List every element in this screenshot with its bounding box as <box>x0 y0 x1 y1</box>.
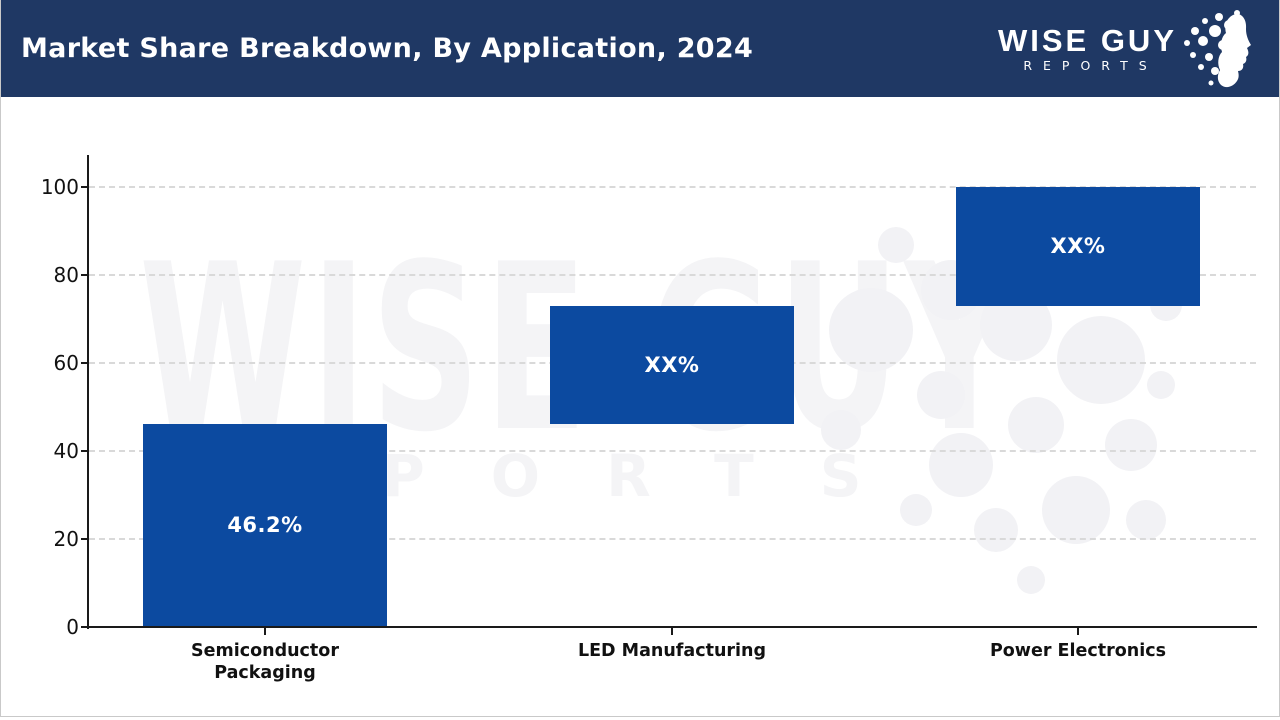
logo-subtext: REPORTS <box>1023 57 1158 73</box>
x-axis-label-line: Packaging <box>214 663 316 683</box>
bar-semiconductor-packaging: 46.2% <box>143 423 387 627</box>
y-tick-label: 60 <box>53 351 79 375</box>
y-axis-line <box>87 155 89 629</box>
y-tick-mark <box>81 362 88 364</box>
bar-power-electronics: XX% <box>956 187 1200 306</box>
y-tick-mark <box>81 450 88 452</box>
y-tick-label: 100 <box>40 175 79 199</box>
bar-value-label-led-manufacturing: XX% <box>644 352 700 377</box>
y-tick-label: 20 <box>53 527 79 551</box>
page-title: Market Share Breakdown, By Application, … <box>21 33 754 64</box>
wiseguy-head-icon <box>1184 9 1251 87</box>
y-tick-label: 80 <box>53 263 79 287</box>
x-axis-label-led-manufacturing: LED Manufacturing <box>512 640 832 662</box>
y-gridline-80 <box>89 274 1256 276</box>
y-tick-mark <box>81 626 88 628</box>
y-tick-mark <box>81 186 88 188</box>
x-tick-mark <box>264 628 266 635</box>
x-axis-label-power-electronics: Power Electronics <box>918 640 1238 662</box>
y-gridline-100 <box>89 186 1256 188</box>
bar-value-label-power-electronics: XX% <box>1050 234 1106 259</box>
logo-wordmark: WISE GUY <box>997 22 1177 58</box>
y-tick-mark <box>81 538 88 540</box>
header: Market Share Breakdown, By Application, … <box>1 0 1279 97</box>
x-axis-label-line: Power Electronics <box>989 641 1167 661</box>
y-gridline-20 <box>89 538 1256 540</box>
x-axis-line <box>87 626 1257 628</box>
logo-text: WISE GUY REPORTS <box>998 25 1177 73</box>
y-tick-label: 40 <box>53 439 79 463</box>
x-tick-mark <box>1077 628 1079 635</box>
y-tick-mark <box>81 274 88 276</box>
y-tick-label: 0 <box>66 615 79 639</box>
x-axis-label-semiconductor-packaging: Semiconductor Packaging <box>105 640 425 684</box>
x-tick-mark <box>671 628 673 635</box>
bar-led-manufacturing: XX% <box>550 305 794 424</box>
wiseguy-logo: WISE GUY REPORTS <box>998 7 1255 91</box>
x-axis-label-line: Semiconductor <box>191 641 339 661</box>
bar-value-label-semiconductor-packaging: 46.2% <box>227 513 303 538</box>
x-axis-label-line: LED Manufacturing <box>577 641 767 661</box>
y-gridline-40 <box>89 450 1256 452</box>
